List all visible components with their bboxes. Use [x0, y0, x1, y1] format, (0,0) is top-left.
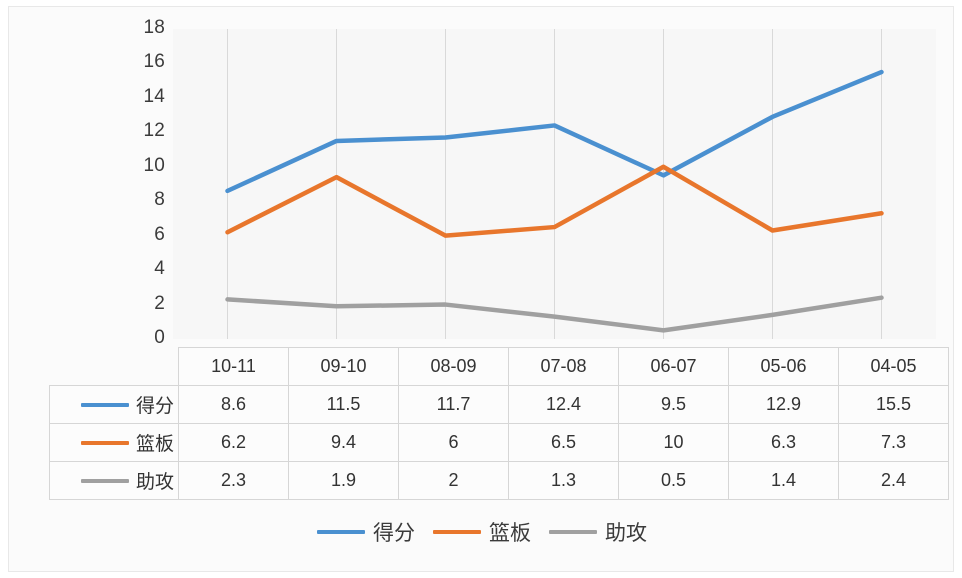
plot-area — [173, 29, 936, 339]
table-col-header-08-09: 08-09 — [398, 347, 509, 386]
table-cell: 12.4 — [508, 385, 619, 424]
legend-label: 篮板 — [489, 522, 531, 545]
table-cell: 9.4 — [288, 423, 399, 462]
table-cell: 12.9 — [728, 385, 839, 424]
table-row-key-篮板: 篮板 — [49, 423, 179, 462]
legend-label: 助攻 — [605, 522, 647, 545]
table-col-header-10-11: 10-11 — [178, 347, 289, 386]
y-axis-tick-6: 6 — [154, 223, 165, 245]
table-row: 助攻 2.3 1.9 2 1.3 0.5 1.4 2.4 — [49, 461, 949, 500]
table-col-header-09-10: 09-10 — [288, 347, 399, 386]
line-chart-svg — [225, 29, 884, 339]
table-cell: 2 — [398, 461, 509, 500]
y-axis-tick-8: 8 — [154, 189, 165, 211]
y-axis-tick-16: 16 — [143, 51, 165, 73]
table-cell: 6.2 — [178, 423, 289, 462]
y-axis-tick-2: 2 — [154, 292, 165, 314]
table-row-key-助攻: 助攻 — [49, 461, 179, 500]
table-cell: 6 — [398, 423, 509, 462]
data-table: 10-11 09-10 08-09 07-08 06-07 05-06 04-05 得分 8.… — [49, 347, 949, 500]
table-cell: 15.5 — [838, 385, 949, 424]
chart-container: 18 16 14 12 10 8 6 4 2 0 10-11 09-10 08-09 07-08 06-0… — [8, 6, 954, 572]
table-col-header-07-08: 07-08 — [508, 347, 619, 386]
table-cell: 2.4 — [838, 461, 949, 500]
series-line-篮板 — [225, 164, 884, 238]
plot-region: 18 16 14 12 10 8 6 4 2 0 — [9, 7, 955, 355]
y-axis-tick-labels: 18 16 14 12 10 8 6 4 2 0 — [121, 7, 165, 355]
table-col-header-04-05: 04-05 — [838, 347, 949, 386]
y-axis-tick-0: 0 — [154, 327, 165, 348]
table-row-label: 助攻 — [135, 472, 174, 493]
legend-swatch-icon — [433, 530, 481, 534]
table-row: 得分 8.6 11.5 11.7 12.4 9.5 12.9 15.5 — [49, 385, 949, 424]
table-row: 篮板 6.2 9.4 6 6.5 10 6.3 7.3 — [49, 423, 949, 462]
table-cell: 11.7 — [398, 385, 509, 424]
table-cell: 10 — [618, 423, 729, 462]
series-line-助攻 — [225, 295, 884, 333]
table-row-key-得分: 得分 — [49, 385, 179, 424]
table-cell: 0.5 — [618, 461, 729, 500]
table-col-header-05-06: 05-06 — [728, 347, 839, 386]
table-cell: 7.3 — [838, 423, 949, 462]
legend-item-得分[interactable]: 得分 — [317, 517, 415, 547]
table-cell: 11.5 — [288, 385, 399, 424]
series-swatch-icon — [80, 478, 129, 483]
table-cell: 1.4 — [728, 461, 839, 500]
table-row-label: 篮板 — [135, 434, 174, 455]
y-axis-tick-10: 10 — [143, 154, 165, 176]
table-cell: 1.3 — [508, 461, 619, 500]
table-cell: 1.9 — [288, 461, 399, 500]
table-row-label: 得分 — [135, 396, 174, 417]
table-header: 10-11 09-10 08-09 07-08 06-07 05-06 04-05 — [50, 347, 949, 386]
table-cell: 6.3 — [728, 423, 839, 462]
y-axis-tick-12: 12 — [143, 120, 165, 142]
table-corner-cell — [50, 348, 179, 386]
table-col-header-06-07: 06-07 — [618, 347, 729, 386]
series-swatch-icon — [80, 402, 129, 407]
table-cell: 9.5 — [618, 385, 729, 424]
table-cell: 8.6 — [178, 385, 289, 424]
table-header-row: 10-11 09-10 08-09 07-08 06-07 05-06 04-05 — [50, 347, 949, 386]
table-cell: 6.5 — [508, 423, 619, 462]
y-axis-tick-18: 18 — [143, 17, 165, 38]
legend-swatch-icon — [317, 530, 365, 534]
legend-swatch-icon — [549, 530, 597, 534]
legend-item-篮板[interactable]: 篮板 — [433, 517, 531, 547]
y-axis-tick-4: 4 — [154, 258, 165, 280]
series-line-得分 — [225, 69, 884, 194]
legend-item-助攻[interactable]: 助攻 — [549, 517, 647, 547]
chart-legend: 得分 篮板 助攻 — [9, 517, 955, 547]
legend-label: 得分 — [373, 522, 415, 545]
table-cell: 2.3 — [178, 461, 289, 500]
y-axis-tick-14: 14 — [143, 85, 165, 107]
table-body: 得分 8.6 11.5 11.7 12.4 9.5 12.9 15.5 篮板 6.2 9.4 6 6.5… — [49, 385, 949, 500]
series-swatch-icon — [80, 440, 129, 445]
